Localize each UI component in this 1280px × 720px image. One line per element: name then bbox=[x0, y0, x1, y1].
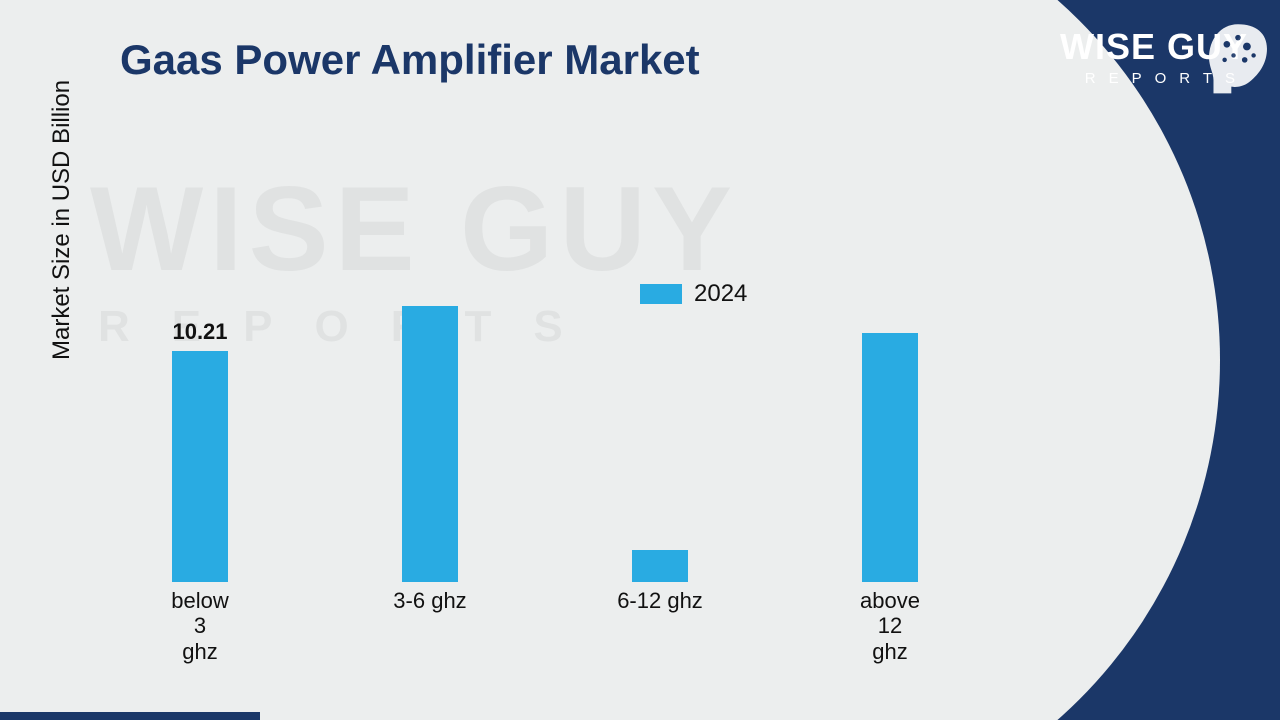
y-axis-label: Market Size in USD Billion bbox=[48, 80, 76, 360]
bar bbox=[402, 306, 458, 582]
chart-title: Gaas Power Amplifier Market bbox=[120, 36, 700, 84]
bar bbox=[862, 333, 918, 582]
category-label: below3ghz bbox=[140, 588, 260, 664]
plot-area: below3ghz10.213-6 ghz6-12 ghzabove12ghz bbox=[120, 130, 1100, 582]
category-label: 3-6 ghz bbox=[370, 588, 490, 613]
bottom-accent-bar bbox=[0, 712, 260, 720]
brand-head-icon bbox=[1204, 22, 1272, 100]
chart-stage: WISE GUY REPORTS Gaas Power Amplifier Ma… bbox=[0, 0, 1280, 720]
category-label: above12ghz bbox=[830, 588, 950, 664]
bar bbox=[632, 550, 688, 582]
category-label: 6-12 ghz bbox=[600, 588, 720, 613]
bar-value-label: 10.21 bbox=[150, 319, 250, 345]
bar bbox=[172, 351, 228, 582]
